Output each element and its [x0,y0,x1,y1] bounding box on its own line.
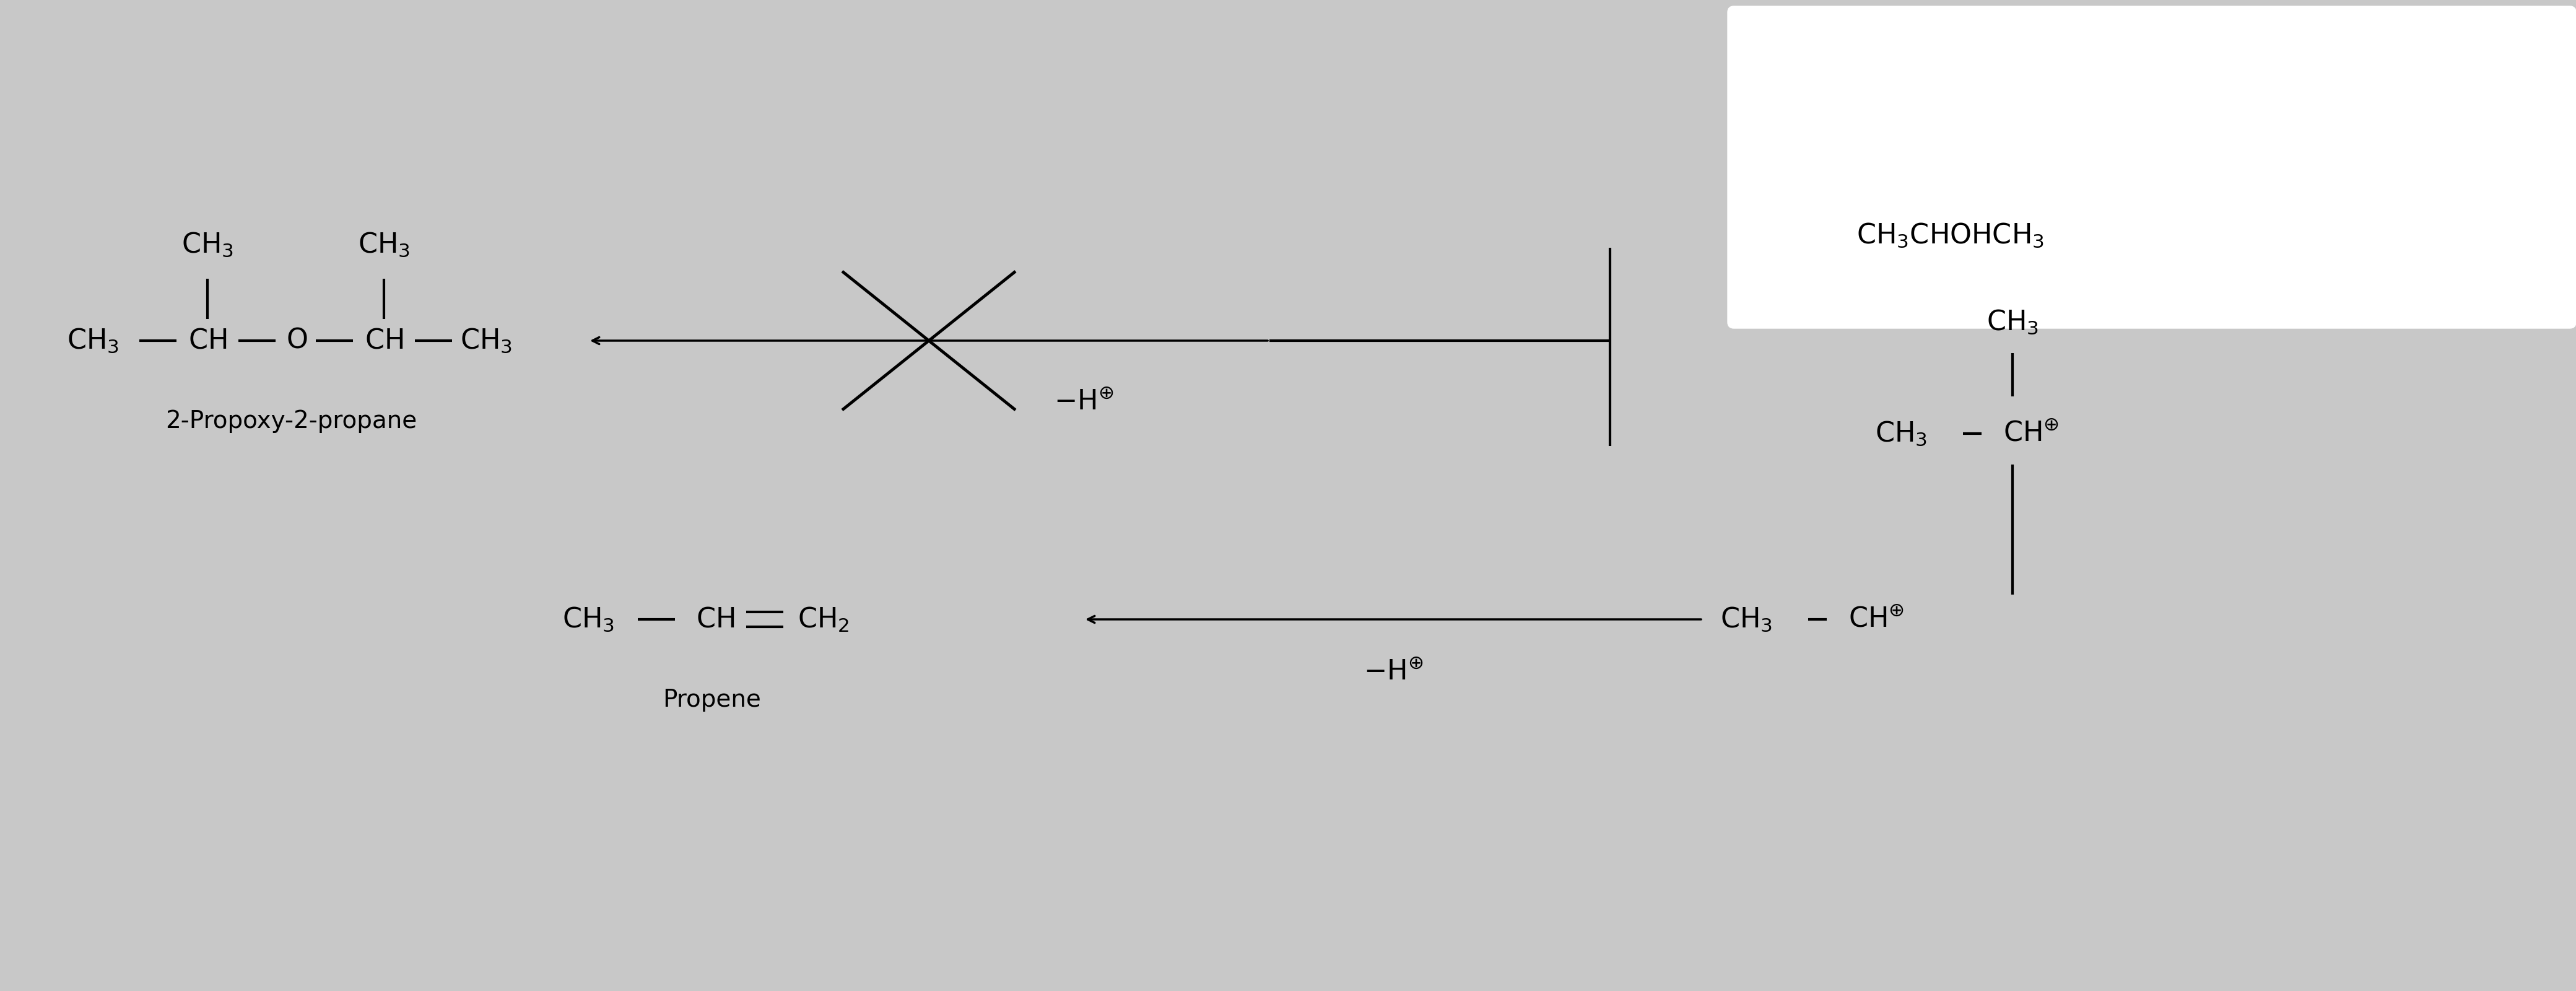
Text: $\mathregular{CH_3}$: $\mathregular{CH_3}$ [1986,308,2038,336]
Text: Propene: Propene [662,688,762,712]
Text: $\mathregular{CH}$: $\mathregular{CH}$ [696,606,734,632]
Text: $\mathregular{CH_3}$: $\mathregular{CH_3}$ [1721,606,1772,633]
Text: $\mathregular{CH_3}$: $\mathregular{CH_3}$ [461,327,513,355]
Text: O: O [286,327,309,354]
Text: $\mathregular{CH_3}$: $\mathregular{CH_3}$ [67,327,118,355]
Text: $\mathregular{CH_3}$: $\mathregular{CH_3}$ [1875,420,1927,447]
Text: $\mathregular{CH_3}$: $\mathregular{CH_3}$ [180,231,234,259]
Text: $\mathregular{CH_3}$: $\mathregular{CH_3}$ [358,231,410,259]
FancyBboxPatch shape [1728,6,2576,328]
Text: $\mathregular{CH_3CHOHCH_3}$: $\mathregular{CH_3CHOHCH_3}$ [1857,222,2045,249]
Text: 2-Propoxy-2-propane: 2-Propoxy-2-propane [165,409,417,433]
Text: $-\mathregular{H}^{\oplus}$: $-\mathregular{H}^{\oplus}$ [1054,389,1113,416]
Text: $\mathregular{CH}$: $\mathregular{CH}$ [366,327,404,354]
Text: $\mathregular{CH}$: $\mathregular{CH}$ [188,327,227,354]
Text: $-\mathregular{H}^{\oplus}$: $-\mathregular{H}^{\oplus}$ [1363,659,1422,686]
Text: $\mathregular{CH_2}$: $\mathregular{CH_2}$ [799,606,850,633]
Text: $\mathregular{CH}^{\oplus}$: $\mathregular{CH}^{\oplus}$ [2004,420,2058,447]
Text: $\mathregular{CH}^{\oplus}$: $\mathregular{CH}^{\oplus}$ [1850,606,1904,632]
Text: $\mathregular{CH_3}$: $\mathregular{CH_3}$ [562,606,613,633]
